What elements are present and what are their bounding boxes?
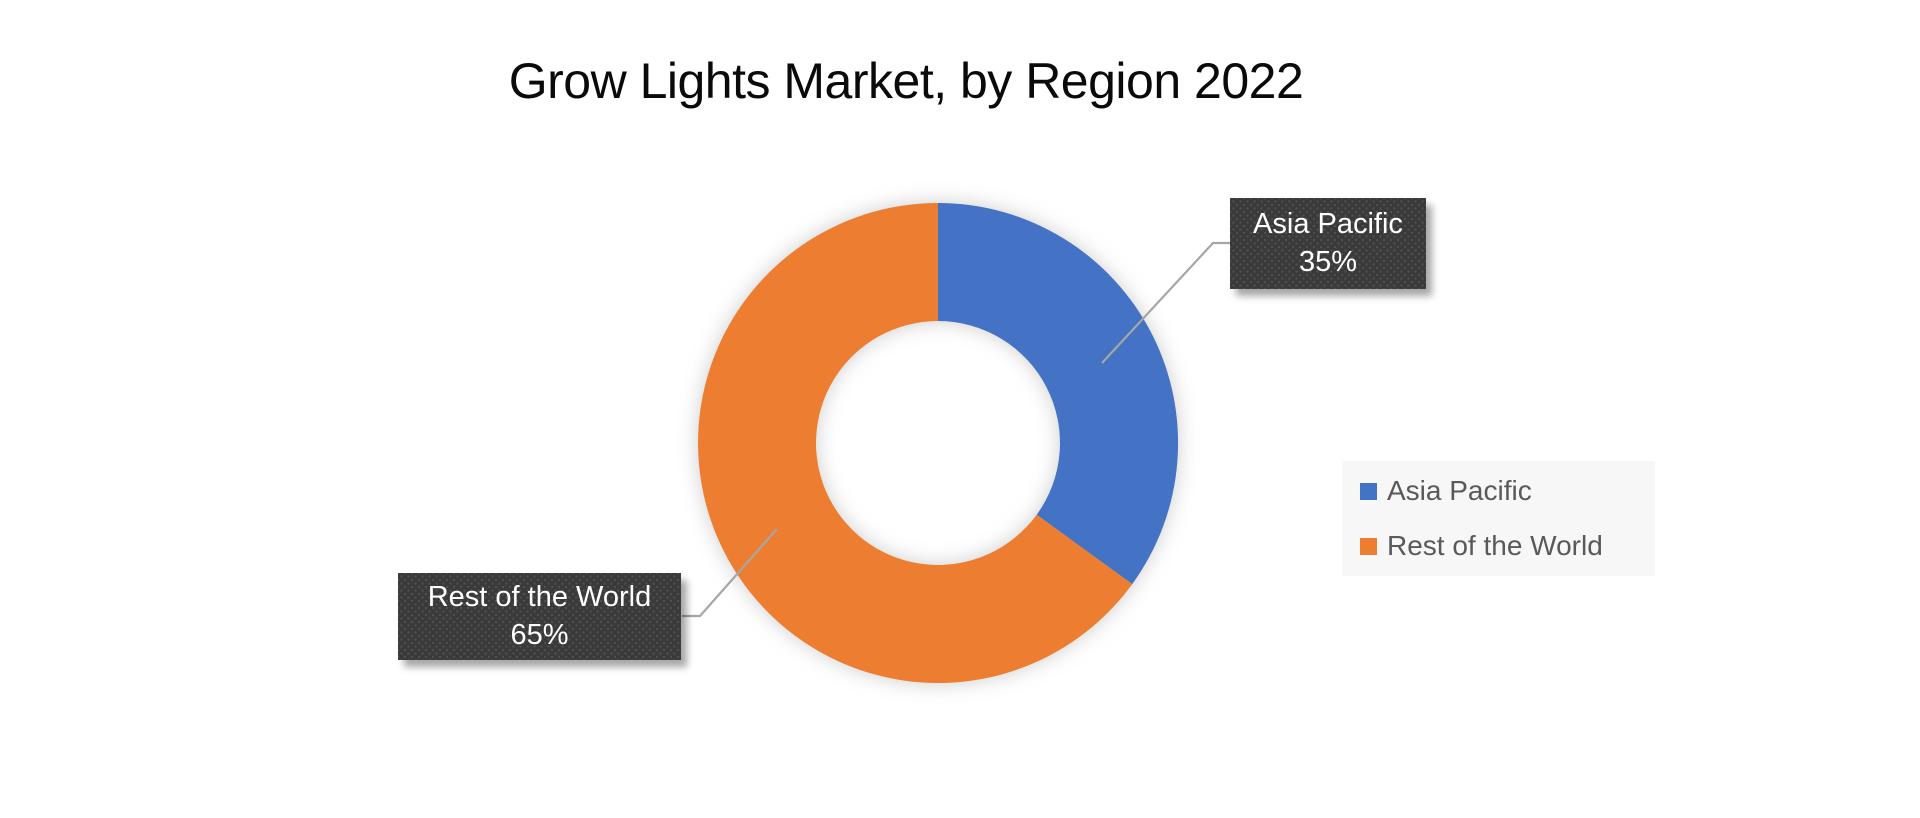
- callout-label: Rest of the World: [427, 580, 652, 613]
- leader-lines-group: [682, 241, 1230, 618]
- donut-slice-rest-of-the-world: [698, 203, 1133, 683]
- donut-slice-asia-pacific: [938, 202, 1179, 585]
- leader-line-rest-of-world: [682, 528, 778, 618]
- legend-color-swatch-icon: [1360, 537, 1377, 555]
- chart-title: Grow Lights Market, by Region 2022: [508, 53, 1304, 109]
- callout-asia-pacific: Asia Pacific 35%: [1230, 198, 1426, 289]
- leader-line-asia-pacific: [1101, 241, 1230, 364]
- callout-rest-of-world: Rest of the World 65%: [398, 573, 681, 660]
- legend-label: Rest of the World: [1387, 530, 1603, 561]
- legend-item-rest-of-world: Rest of the World: [1360, 530, 1655, 562]
- legend-label: Asia Pacific: [1387, 475, 1532, 506]
- legend-color-swatch-icon: [1360, 482, 1377, 500]
- callout-label: Asia Pacific: [1253, 207, 1403, 240]
- legend: Asia Pacific Rest of the World: [1342, 461, 1655, 576]
- donut-slices-group: [698, 202, 1179, 683]
- callout-value: 65%: [510, 618, 569, 651]
- legend-item-asia-pacific: Asia Pacific: [1360, 475, 1655, 507]
- callout-value: 35%: [1298, 245, 1358, 278]
